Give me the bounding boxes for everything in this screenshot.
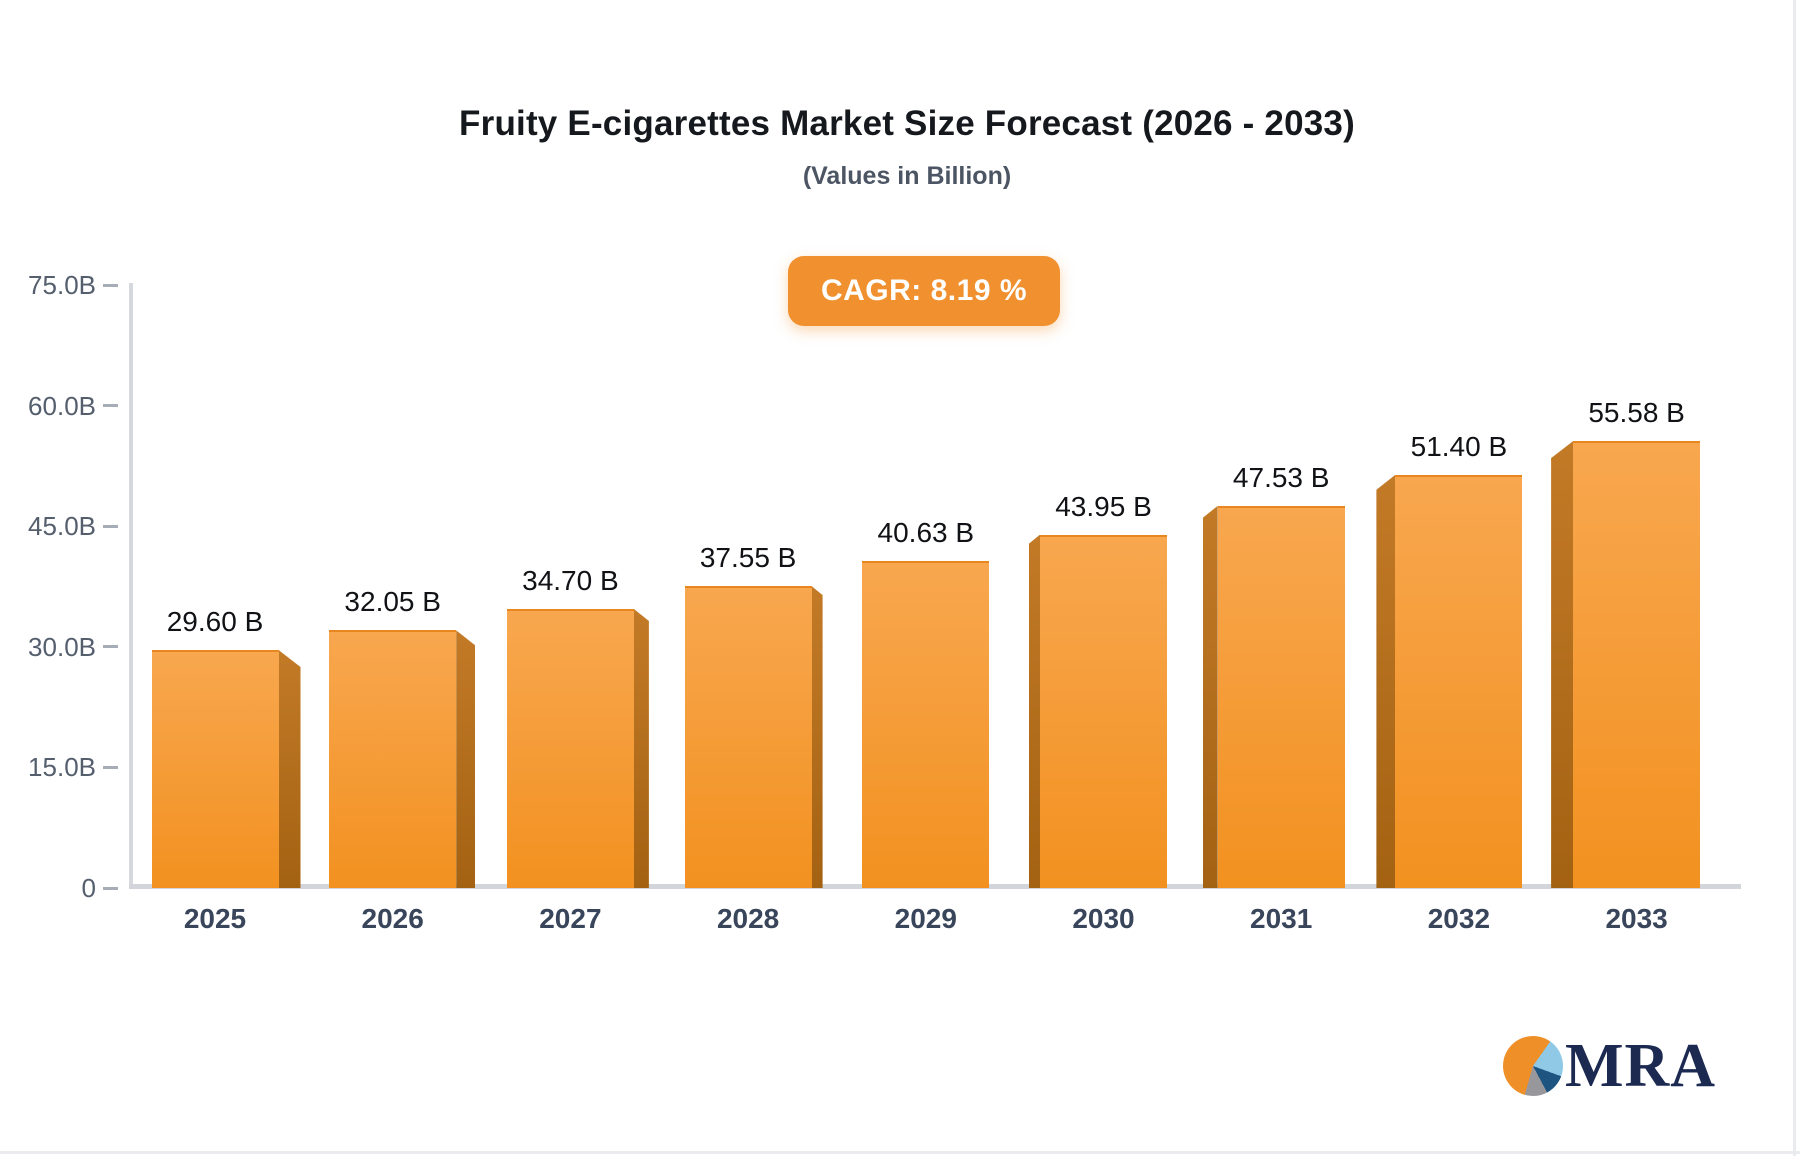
bar-2030 xyxy=(1040,534,1167,888)
bar-value-label-2031: 47.53 B xyxy=(1232,461,1330,493)
bottom-screen-edge xyxy=(0,1151,1800,1154)
right-screen-edge xyxy=(1793,0,1796,1156)
y-axis-tick xyxy=(103,886,118,890)
bar-value-label-2028: 37.55 B xyxy=(699,542,797,574)
x-axis-label-2032: 2032 xyxy=(1427,903,1491,934)
bar-value-label-2032: 51.40 B xyxy=(1410,430,1508,462)
x-axis-label-2028: 2028 xyxy=(716,903,780,934)
bar-side-face-2033 xyxy=(1551,441,1574,888)
y-axis-tick xyxy=(103,404,118,408)
x-axis-label-2031: 2031 xyxy=(1250,903,1313,934)
y-axis-tick-label: 30.0B xyxy=(28,631,96,662)
bar-value-label-2026: 32.05 B xyxy=(344,586,441,618)
bar-value-label-2029: 40.63 B xyxy=(877,517,975,549)
bar-side-face-2032 xyxy=(1376,474,1396,888)
y-axis-tick xyxy=(103,645,118,649)
bar-side-face-2031 xyxy=(1202,505,1218,888)
bar-2031 xyxy=(1217,505,1345,888)
bar-value-label-2030: 43.95 B xyxy=(1055,490,1152,522)
bar-2028 xyxy=(684,586,812,888)
y-axis-tick-label: 15.0B xyxy=(28,752,96,783)
x-axis-label-2026: 2026 xyxy=(361,903,424,934)
y-axis-tick xyxy=(103,765,118,769)
chart-subtitle: (Values in Billion) xyxy=(802,162,1012,190)
pie-chart-logo-icon xyxy=(1503,1036,1563,1096)
bar-side-face-2025 xyxy=(278,650,301,888)
y-axis-tick xyxy=(103,524,118,528)
bar-2032 xyxy=(1395,474,1523,888)
bar-2033 xyxy=(1573,441,1701,888)
x-axis-label-2033: 2033 xyxy=(1605,903,1668,934)
bar-2029 xyxy=(862,561,990,888)
y-axis-tick-label: 75.0B xyxy=(28,270,96,300)
bar-side-face-2027 xyxy=(633,609,649,888)
bar-side-face-2030 xyxy=(1029,534,1040,888)
bar-side-face-2028 xyxy=(811,586,823,888)
y-axis-tick-label: 60.0B xyxy=(28,390,96,421)
bar-value-label-2027: 34.70 B xyxy=(522,565,619,596)
bar-2025 xyxy=(151,650,279,888)
y-axis-tick-label: 0 xyxy=(81,873,96,903)
x-axis-label-2027: 2027 xyxy=(539,903,602,934)
bar-value-label-2025: 29.60 B xyxy=(166,606,264,638)
x-axis-label-2030: 2030 xyxy=(1072,903,1135,934)
logo-text: MRA xyxy=(1565,1032,1717,1100)
x-axis-label-2025: 2025 xyxy=(183,903,247,934)
bar-2026 xyxy=(329,630,457,888)
x-axis-label-2029: 2029 xyxy=(894,903,957,934)
mra-logo: MRA xyxy=(1503,1032,1717,1100)
y-axis-tick xyxy=(103,283,118,287)
cagr-badge: CAGR: 8.19 % xyxy=(788,256,1060,326)
bar-2027 xyxy=(506,609,634,888)
y-axis-line xyxy=(129,283,133,888)
chart-title: Fruity E-cigarettes Market Size Forecast… xyxy=(459,104,1355,143)
bar-value-label-2033: 55.58 B xyxy=(1588,397,1685,429)
y-axis-tick-label: 45.0B xyxy=(28,511,96,542)
bar-side-face-2026 xyxy=(456,630,476,888)
